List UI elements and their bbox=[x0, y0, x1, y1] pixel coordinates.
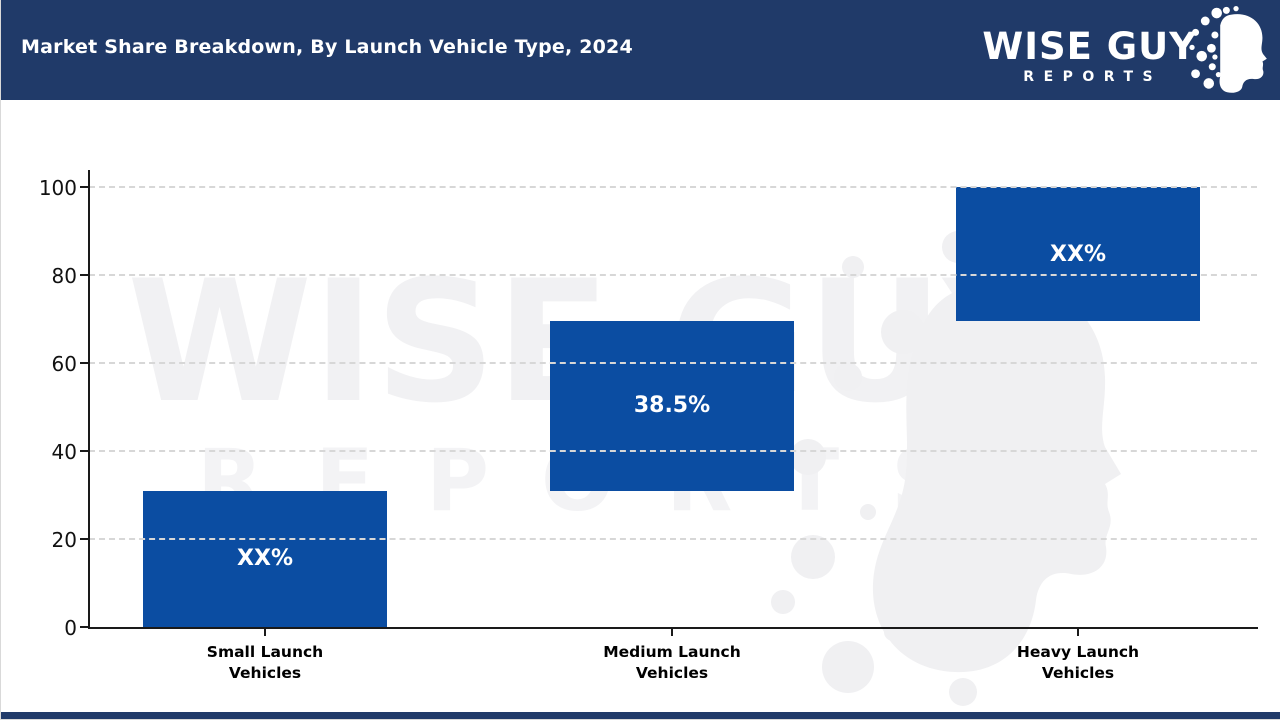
y-tick-label-80: 80 bbox=[51, 264, 77, 288]
bar-value-label-2: 38.5% bbox=[633, 393, 711, 419]
y-tick-label-20: 20 bbox=[51, 528, 77, 552]
x-tick-mark-1 bbox=[264, 629, 266, 636]
wise-guy-reports-logo: WISE GUY REPORTS bbox=[982, 6, 1273, 94]
chart-title: Market Share Breakdown, By Launch Vehicl… bbox=[21, 36, 633, 58]
logo-text: WISE GUY REPORTS bbox=[982, 28, 1197, 85]
x-axis-line bbox=[88, 627, 1258, 629]
gridline-40 bbox=[89, 450, 1257, 452]
header-banner: Market Share Breakdown, By Launch Vehicl… bbox=[1, 0, 1280, 100]
y-tick-label-40: 40 bbox=[51, 440, 77, 464]
bar-value-label-1: XX% bbox=[237, 546, 293, 572]
bar-value-label-3: XX% bbox=[1050, 241, 1106, 267]
gridline-100 bbox=[89, 186, 1257, 188]
y-tick-mark-100 bbox=[80, 186, 89, 188]
x-category-label-3: Heavy Launch Vehicles bbox=[1016, 643, 1140, 682]
bar-1: XX% bbox=[143, 490, 387, 627]
logo-tagline: REPORTS bbox=[1023, 68, 1163, 85]
y-tick-mark-0 bbox=[80, 626, 89, 628]
face-profile-icon bbox=[1189, 6, 1267, 93]
y-tick-label-100: 100 bbox=[38, 176, 77, 200]
y-tick-mark-20 bbox=[80, 538, 89, 540]
y-tick-mark-60 bbox=[80, 362, 89, 364]
logo-name: WISE GUY bbox=[982, 24, 1197, 68]
x-tick-mark-3 bbox=[1077, 629, 1079, 636]
x-category-label-2: Medium Launch Vehicles bbox=[603, 643, 741, 682]
y-axis-line bbox=[88, 170, 90, 629]
y-tick-mark-80 bbox=[80, 274, 89, 276]
y-tick-label-60: 60 bbox=[51, 352, 77, 376]
x-category-label-1: Small Launch Vehicles bbox=[206, 643, 324, 682]
footer-bar bbox=[1, 712, 1280, 719]
plot-area: WISE GUY REPORTS 020406080100XX%38.5%XX%… bbox=[1, 100, 1280, 713]
x-tick-mark-2 bbox=[671, 629, 673, 636]
gridline-20 bbox=[89, 538, 1257, 540]
gridline-80 bbox=[89, 274, 1257, 276]
gridline-60 bbox=[89, 362, 1257, 364]
y-tick-label-0: 0 bbox=[64, 616, 77, 640]
bar-3: XX% bbox=[956, 187, 1200, 322]
y-tick-mark-40 bbox=[80, 450, 89, 452]
bar-2: 38.5% bbox=[550, 321, 794, 491]
